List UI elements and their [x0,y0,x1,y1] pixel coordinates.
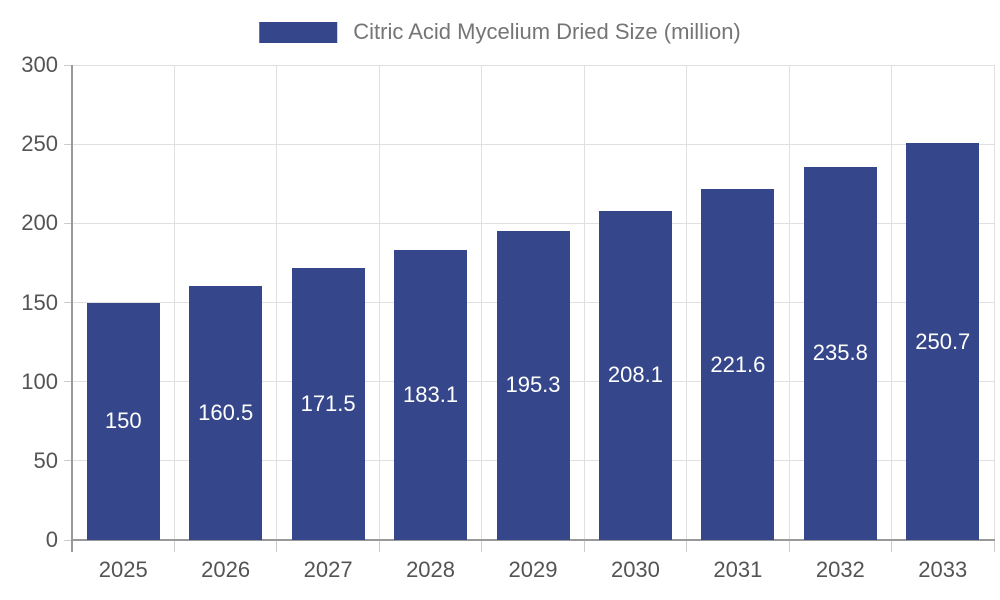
y-axis-tick [64,64,72,66]
bar-value-label: 221.6 [710,351,766,377]
x-axis-tick [173,540,175,552]
y-axis-tick-label: 100 [21,368,58,394]
gridline-vertical [173,65,175,540]
y-axis-tick-label: 50 [33,447,58,473]
gridline-vertical [481,65,483,540]
x-axis-tick [993,540,995,552]
bar-value-label: 250.7 [915,328,971,354]
gridline-horizontal [72,222,994,224]
y-axis-tick [64,222,72,224]
y-axis-tick [64,539,72,541]
bar-value-label: 195.3 [505,372,561,398]
bar[interactable] [291,268,365,540]
bar-value-label: 183.1 [403,382,459,408]
legend[interactable]: Citric Acid Mycelium Dried Size (million… [259,18,741,46]
x-axis-tick [686,540,688,552]
x-axis-tick-label: 2030 [610,557,660,582]
gridline-vertical [686,65,688,540]
y-axis-tick-label: 150 [21,289,58,315]
y-axis-tick-label: 200 [21,210,58,236]
bar-value-label: 235.8 [812,340,868,366]
bar[interactable] [86,302,160,540]
gridline-vertical [378,65,380,540]
x-axis-tick-label: 2026 [201,557,251,582]
y-axis-tick-label: 0 [45,527,58,552]
bar[interactable] [189,285,263,540]
x-axis-tick [583,540,585,552]
x-axis-tick [378,540,380,552]
x-axis-tick [891,540,893,552]
gridline-horizontal [72,64,994,66]
bar-value-label: 160.5 [198,399,254,425]
x-axis-tick-label: 2032 [815,557,865,582]
x-axis-tick-label: 2025 [98,557,148,582]
gridline-vertical [583,65,585,540]
legend-label: Citric Acid Mycelium Dried Size (million… [353,19,741,44]
y-axis-tick-label: 300 [21,52,58,77]
y-axis-tick-label: 250 [21,131,58,157]
x-axis-tick [481,540,483,552]
y-axis-tick [64,381,72,383]
y-axis-tick [64,143,72,145]
x-axis-tick [276,540,278,552]
x-axis-tick-label: 2027 [303,557,353,582]
x-axis-tick-label: 2028 [406,557,456,582]
bar[interactable] [394,250,468,540]
legend-swatch [259,21,338,43]
bar-value-label: 171.5 [300,391,356,417]
gridline-horizontal [72,143,994,145]
bar[interactable] [496,230,570,540]
gridline-vertical [891,65,893,540]
x-axis-tick-label: 2031 [713,557,763,582]
bar[interactable] [598,210,672,540]
gridline-vertical [788,65,790,540]
x-axis-tick [788,540,790,552]
gridline-vertical [993,65,995,540]
y-axis-line [71,65,73,552]
y-axis-tick [64,460,72,462]
bar[interactable] [803,166,877,540]
x-axis-tick-label: 2029 [508,557,558,582]
bar-value-label: 208.1 [607,362,663,388]
gridline-vertical [276,65,278,540]
x-axis-tick-label: 2033 [918,557,968,582]
bar[interactable] [906,143,980,540]
bar[interactable] [701,189,775,540]
y-axis-tick [64,302,72,303]
bar-value-label: 150 [104,408,142,434]
x-axis-line [71,539,995,541]
